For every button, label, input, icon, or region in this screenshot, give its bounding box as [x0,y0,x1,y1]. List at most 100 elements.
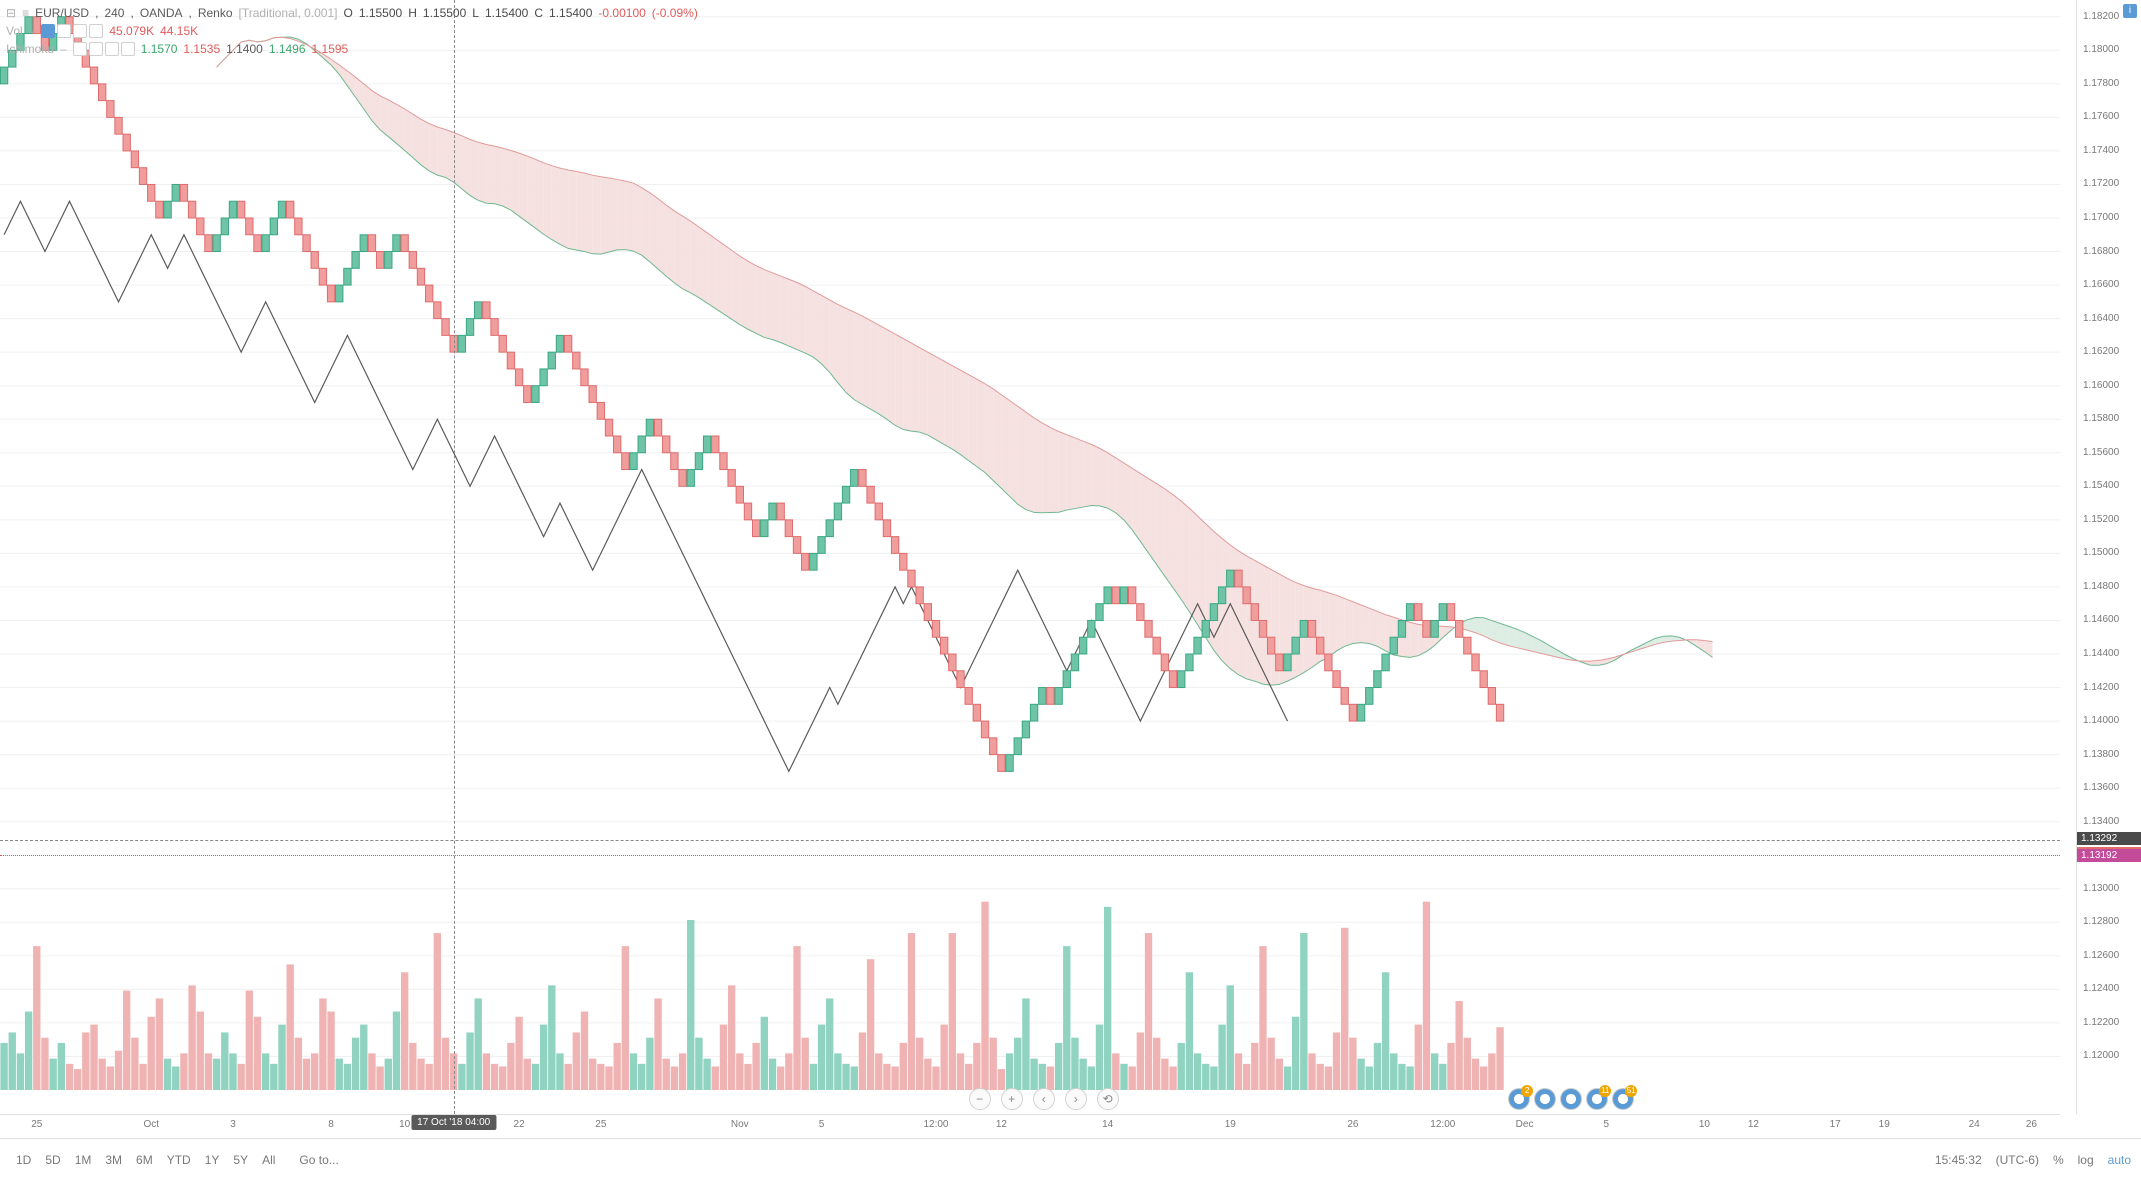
timeframe-button[interactable]: 1Y [199,1149,226,1171]
y-tick: 1.13600 [2083,782,2119,793]
legend-vol-row: Vol – 45.079K 44.15K [6,22,698,40]
y-tick: 1.18200 [2083,11,2119,22]
event-flag-icon[interactable] [1534,1088,1556,1110]
ichimoku-label: Ichimoku [6,40,54,58]
economic-event-flags: 2 1151 [1508,1088,1634,1110]
symbol-sep: , [95,4,98,22]
x-tick: 3 [230,1119,236,1130]
y-tick: 1.16200 [2083,346,2119,357]
chart-svg [0,0,2060,1090]
x-tick: 17 [1830,1119,1841,1130]
log-toggle[interactable]: log [2078,1153,2094,1167]
vol-v1: 45.079K [109,22,154,40]
symbol-sep2: , [130,4,133,22]
vol-toggle-group [41,24,103,38]
y-tick: 1.17000 [2083,212,2119,223]
ohlc-h-label: H [408,4,417,22]
vol-settings-icon[interactable] [57,24,71,38]
x-tick: 12 [996,1119,1007,1130]
y-tick: 1.17800 [2083,78,2119,89]
ichimoku-eye-icon[interactable] [73,42,87,56]
timeframe-button[interactable]: 5D [39,1149,66,1171]
ichimoku-settings-icon[interactable] [89,42,103,56]
timeframe-button[interactable]: 1D [10,1149,37,1171]
flag-badge: 2 [1521,1085,1533,1097]
y-tick: 1.14000 [2083,715,2119,726]
y-tick: 1.15800 [2083,413,2119,424]
x-tick: 26 [1347,1119,1358,1130]
interval-text: 240 [104,4,124,22]
y-tick: 1.14800 [2083,581,2119,592]
event-flag-icon[interactable] [1560,1088,1582,1110]
timeframe-button[interactable]: 1M [69,1149,98,1171]
x-tick: 26 [2026,1119,2037,1130]
x-tick: 19 [1879,1119,1890,1130]
auto-toggle[interactable]: auto [2108,1153,2131,1167]
x-axis[interactable]: 25Oct38102225Nov512:001214192612:00Dec51… [0,1114,2060,1138]
timeframe-button[interactable]: 3M [99,1149,128,1171]
ichimoku-v4: 1.1496 [269,40,306,58]
timeframe-button[interactable]: All [256,1149,281,1171]
ichimoku-v2: 1.1535 [183,40,220,58]
event-flag-icon[interactable]: 51 [1612,1088,1634,1110]
ohlc-o-label: O [343,4,352,22]
x-tick: 24 [1969,1119,1980,1130]
bars-icon[interactable]: ≡ [22,4,29,22]
footer-bar: 1D5D1M3M6MYTD1Y5YAll Go to... 15:45:32 (… [0,1138,2141,1180]
zoom-ctrl-icon[interactable]: ‹ [1033,1088,1055,1110]
x-tick: Nov [731,1119,749,1130]
ichimoku-v1: 1.1570 [141,40,178,58]
zoom-ctrl-icon[interactable]: + [1001,1088,1023,1110]
legend-ichimoku-row: Ichimoku – 1.1570 1.1535 1.1400 1.1496 1… [6,40,698,58]
tz-text: (UTC-6) [1996,1153,2039,1167]
ohlc-o: 1.15500 [359,4,402,22]
y-tick: 1.16600 [2083,279,2119,290]
timeframe-buttons: 1D5D1M3M6MYTD1Y5YAll [10,1149,281,1171]
style-detail: [Traditional, 0.001] [239,4,338,22]
y-tick: 1.14600 [2083,614,2119,625]
y-tick: 1.16400 [2083,313,2119,324]
goto-date[interactable]: Go to... [299,1153,338,1167]
y-tick: 1.13400 [2083,816,2119,827]
ohlc-c-label: C [534,4,543,22]
pct-toggle[interactable]: % [2053,1153,2064,1167]
ichimoku-toggle-group [73,42,135,56]
ohlc-l: 1.15400 [485,4,528,22]
timeframe-button[interactable]: 6M [130,1149,159,1171]
y-tick: 1.16000 [2083,380,2119,391]
crosshair-horizontal [0,840,2060,841]
y-axis[interactable]: i 1.182001.180001.178001.176001.174001.1… [2076,0,2141,1114]
x-tick: 25 [31,1119,42,1130]
timeframe-button[interactable]: 5Y [227,1149,254,1171]
zoom-ctrl-icon[interactable]: ⟲ [1097,1088,1119,1110]
y-tick: 1.12200 [2083,1017,2119,1028]
event-flag-icon[interactable]: 2 [1508,1088,1530,1110]
x-tick: 10 [399,1119,410,1130]
ohlc-l-label: L [472,4,479,22]
y-tick: 1.12400 [2083,983,2119,994]
chart-zoom-controls: −+ ‹ › ⟲ [969,1088,1119,1110]
x-tick: 8 [328,1119,334,1130]
chart-region[interactable] [0,0,2060,1114]
ichimoku-more-icon[interactable] [121,42,135,56]
x-tick: 5 [819,1119,825,1130]
y-tick: 1.14200 [2083,682,2119,693]
info-icon[interactable]: i [2123,4,2137,18]
x-tick: 12 [1748,1119,1759,1130]
collapse-icon[interactable]: ⊟ [6,4,16,22]
timeframe-button[interactable]: YTD [161,1149,197,1171]
zoom-ctrl-icon[interactable]: − [969,1088,991,1110]
last-price-line [0,855,2060,856]
vol-eye-icon[interactable] [41,24,55,38]
chart-app: ⊟ ≡ EUR/USD , 240 , OANDA , Renko [Tradi… [0,0,2141,1180]
flag-badge: 11 [1599,1085,1611,1097]
x-tick: 25 [595,1119,606,1130]
symbol-text[interactable]: EUR/USD [35,4,89,22]
vol-del-icon[interactable] [73,24,87,38]
ichimoku-del-icon[interactable] [105,42,119,56]
event-flag-icon[interactable]: 11 [1586,1088,1608,1110]
zoom-ctrl-icon[interactable]: › [1065,1088,1087,1110]
vol-more-icon[interactable] [89,24,103,38]
y-price-tag: 1.13192 [2077,849,2141,862]
y-tick: 1.17600 [2083,111,2119,122]
